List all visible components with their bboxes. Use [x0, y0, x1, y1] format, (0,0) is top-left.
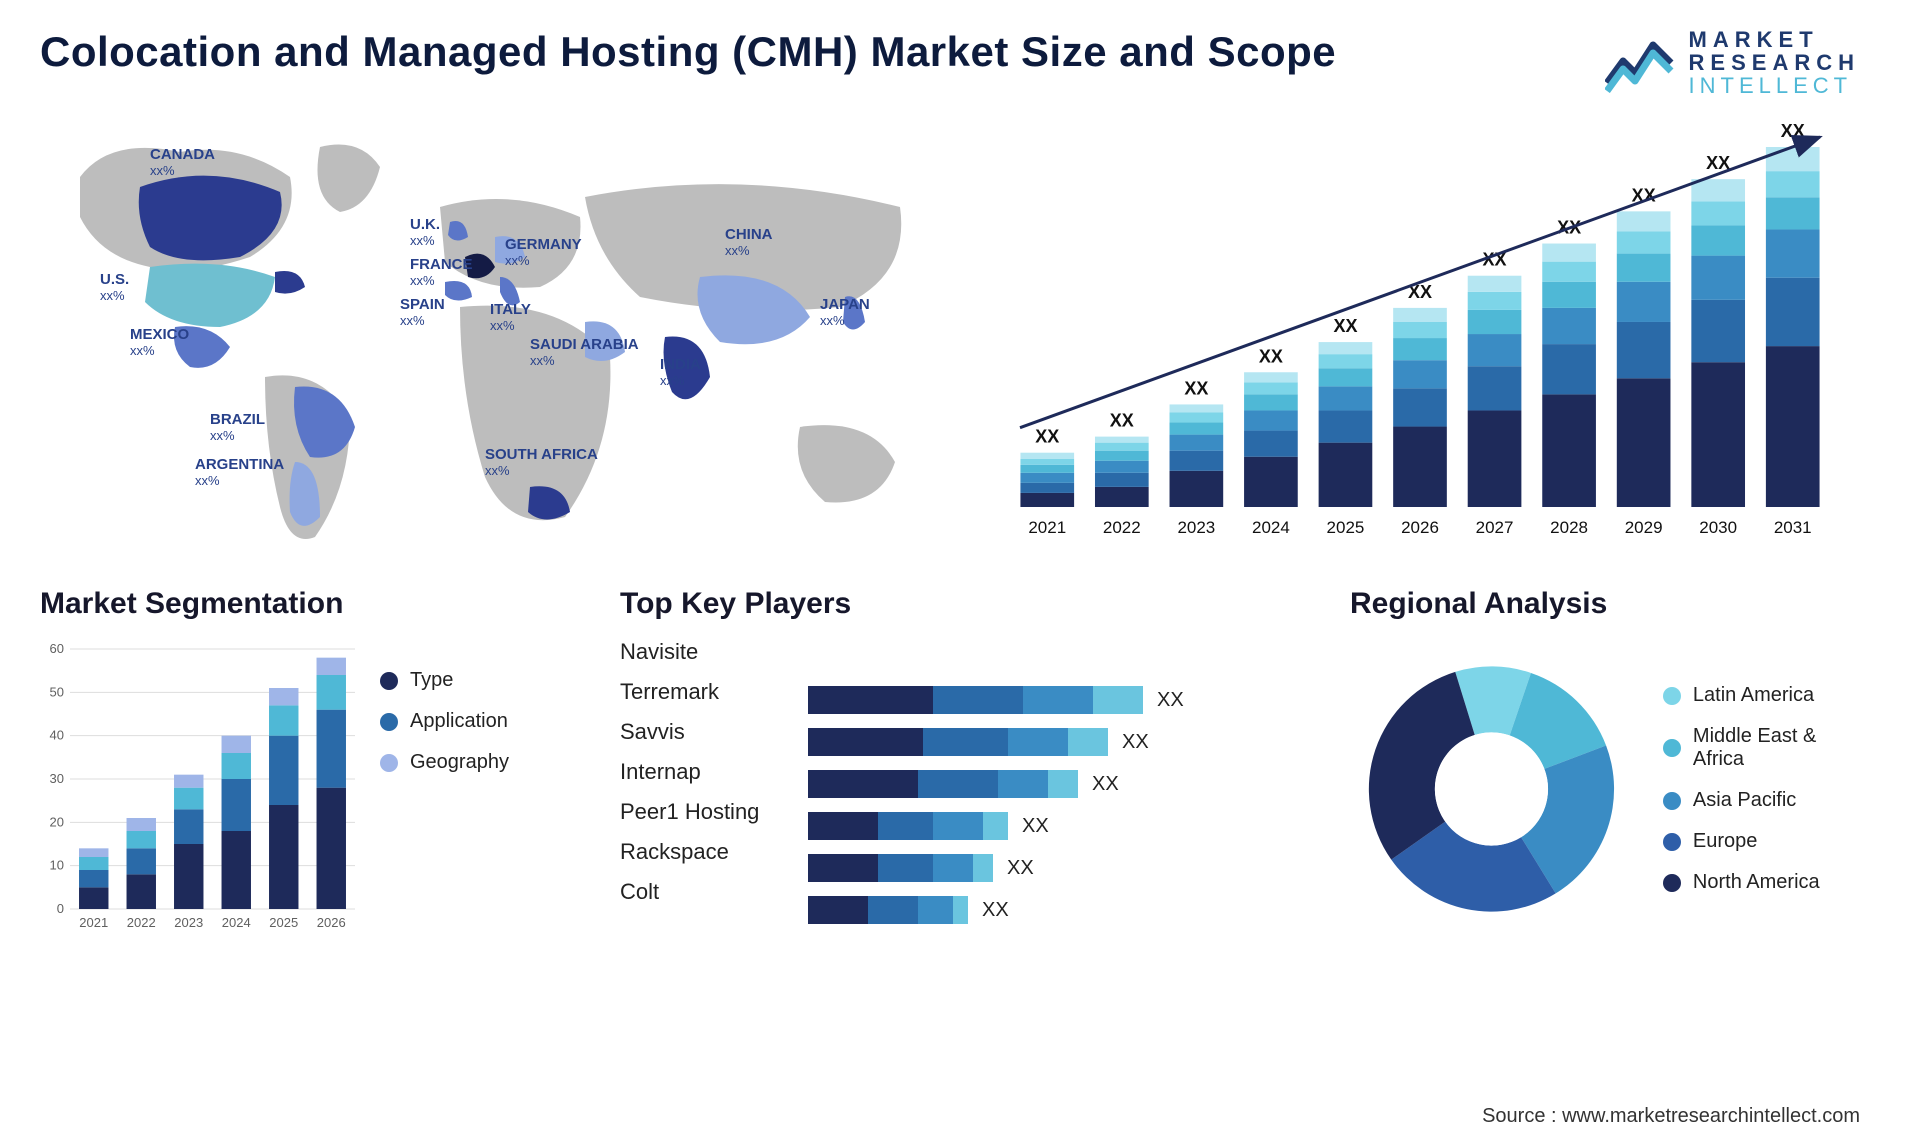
- segmentation-chart: 0 10 20 30 40 50 60 2021 2022 2023 2024 2025 2026: [40, 639, 360, 939]
- players-list: Navisite Terremark Savvis Internap Peer1 Hos…: [620, 639, 790, 924]
- player-name: Navisite: [620, 639, 790, 665]
- svg-text:2021: 2021: [79, 915, 108, 930]
- svg-text:2026: 2026: [1401, 518, 1439, 537]
- svg-text:2025: 2025: [1327, 518, 1365, 537]
- players-panel: Top Key Players Navisite Terremark Savvis I…: [620, 587, 1320, 939]
- map-label: CHINAxx%: [725, 227, 773, 258]
- player-value: XX: [1007, 857, 1034, 880]
- svg-text:50: 50: [50, 685, 64, 700]
- player-name: Colt: [620, 879, 790, 905]
- svg-text:2026: 2026: [317, 915, 346, 930]
- player-bar-row: XX: [808, 854, 1320, 882]
- map-label: U.K.xx%: [410, 217, 440, 248]
- map-label: SAUDI ARABIAxx%: [530, 337, 639, 368]
- player-bar-row: XX: [808, 896, 1320, 924]
- svg-text:2024: 2024: [1252, 518, 1290, 537]
- svg-text:40: 40: [50, 728, 64, 743]
- svg-text:XX: XX: [1781, 121, 1805, 141]
- svg-text:XX: XX: [1333, 316, 1357, 336]
- page-title: Colocation and Managed Hosting (CMH) Mar…: [40, 28, 1336, 76]
- svg-text:XX: XX: [1035, 427, 1059, 447]
- legend-item: Latin America: [1663, 684, 1860, 707]
- svg-text:2022: 2022: [1103, 518, 1141, 537]
- svg-text:2030: 2030: [1699, 518, 1737, 537]
- svg-text:30: 30: [50, 771, 64, 786]
- growth-chart-svg: XX2021XX2022XX2023XX2024XX2025XX2026XX20…: [980, 117, 1860, 557]
- player-bar-row: XX: [808, 686, 1320, 714]
- world-map: CANADAxx% U.S.xx%MEXICOxx% BRAZILxx% ARGENT…: [40, 117, 940, 557]
- map-label: BRAZILxx%: [210, 412, 265, 443]
- legend-item: Europe: [1663, 830, 1860, 853]
- players-bars: XXXXXXXXXXXX: [808, 639, 1320, 924]
- segmentation-panel: Market Segmentation 0 10 20 30 40 50 60 2021 202…: [40, 587, 590, 939]
- map-label: ARGENTINAxx%: [195, 457, 284, 488]
- svg-text:2031: 2031: [1774, 518, 1812, 537]
- map-label: GERMANYxx%: [505, 237, 582, 268]
- svg-text:2023: 2023: [1177, 518, 1215, 537]
- map-label: SOUTH AFRICAxx%: [485, 447, 598, 478]
- player-value: XX: [1122, 731, 1149, 754]
- player-name: Terremark: [620, 679, 790, 705]
- svg-text:2025: 2025: [269, 915, 298, 930]
- map-label: JAPANxx%: [820, 297, 870, 328]
- svg-text:2027: 2027: [1476, 518, 1514, 537]
- map-label: INDIAxx%: [660, 357, 701, 388]
- logo-icon: [1605, 33, 1675, 93]
- legend-item: Application: [380, 710, 509, 733]
- legend-item: North America: [1663, 871, 1860, 894]
- svg-text:0: 0: [57, 901, 64, 916]
- map-label: CANADAxx%: [150, 147, 215, 178]
- logo-line1: MARKET: [1689, 28, 1860, 51]
- segmentation-title: Market Segmentation: [40, 587, 590, 621]
- logo-line3: INTELLECT: [1689, 74, 1860, 97]
- player-name: Internap: [620, 759, 790, 785]
- map-label: FRANCExx%: [410, 257, 473, 288]
- regional-panel: Regional Analysis Latin America Middle Ea…: [1350, 587, 1860, 939]
- legend-item: Geography: [380, 751, 509, 774]
- svg-text:XX: XX: [1110, 411, 1134, 431]
- svg-text:2021: 2021: [1028, 518, 1066, 537]
- player-value: XX: [982, 899, 1009, 922]
- source-text: Source : www.marketresearchintellect.com: [1482, 1105, 1860, 1128]
- player-name: Peer1 Hosting: [620, 799, 790, 825]
- legend-item: Type: [380, 669, 509, 692]
- regional-title: Regional Analysis: [1350, 587, 1860, 621]
- player-name: Rackspace: [620, 839, 790, 865]
- segmentation-legend: Type Application Geography: [380, 639, 509, 939]
- players-title: Top Key Players: [620, 587, 1320, 621]
- svg-text:2022: 2022: [127, 915, 156, 930]
- regional-legend: Latin America Middle East & Africa Asia Pa…: [1663, 684, 1860, 894]
- map-label: SPAINxx%: [400, 297, 445, 328]
- player-bar-row: XX: [808, 770, 1320, 798]
- svg-text:20: 20: [50, 815, 64, 830]
- map-label: ITALYxx%: [490, 302, 531, 333]
- svg-text:2024: 2024: [222, 915, 251, 930]
- map-label: U.S.xx%: [100, 272, 129, 303]
- player-value: XX: [1022, 815, 1049, 838]
- svg-text:2028: 2028: [1550, 518, 1588, 537]
- svg-text:2023: 2023: [174, 915, 203, 930]
- svg-text:2029: 2029: [1625, 518, 1663, 537]
- player-value: XX: [1157, 689, 1184, 712]
- legend-item: Asia Pacific: [1663, 789, 1860, 812]
- player-name: Savvis: [620, 719, 790, 745]
- growth-chart: XX2021XX2022XX2023XX2024XX2025XX2026XX20…: [980, 117, 1860, 557]
- svg-text:XX: XX: [1259, 347, 1283, 367]
- player-value: XX: [1092, 773, 1119, 796]
- regional-donut: [1350, 639, 1633, 939]
- player-bar-row: XX: [808, 812, 1320, 840]
- player-bar-row: XX: [808, 728, 1320, 756]
- svg-text:10: 10: [50, 858, 64, 873]
- svg-text:XX: XX: [1184, 379, 1208, 399]
- logo-line2: RESEARCH: [1689, 51, 1860, 74]
- brand-logo: MARKET RESEARCH INTELLECT: [1605, 28, 1860, 97]
- legend-item: Middle East & Africa: [1663, 725, 1860, 771]
- map-label: MEXICOxx%: [130, 327, 189, 358]
- svg-text:60: 60: [50, 641, 64, 656]
